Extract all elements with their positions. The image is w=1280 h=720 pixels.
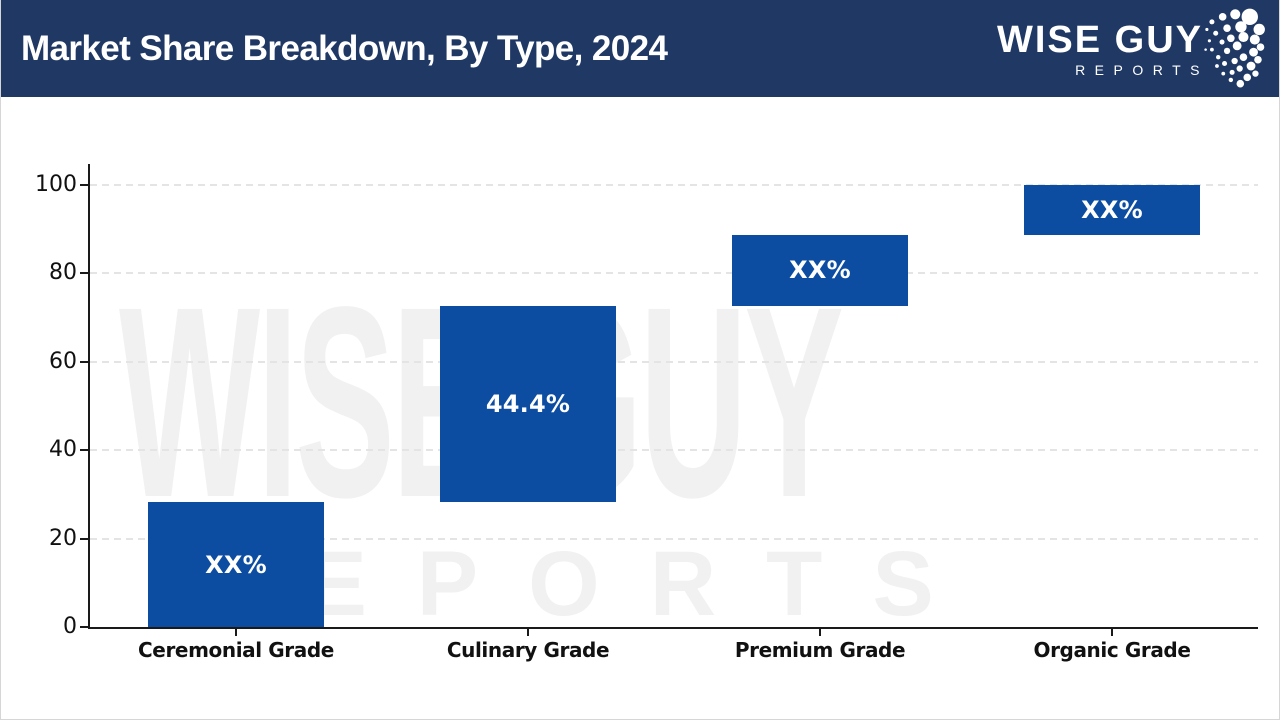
gridline-80 [90,272,1258,274]
x-axis-category-label-premium-grade: Premium Grade [734,638,906,662]
y-tick-80 [80,272,88,274]
bar-premium-grade: XX% [732,234,908,306]
y-tick-label-0: 0 [63,614,77,639]
brand-logo-text: WISE GUY REPORTS [997,21,1203,77]
brand-logo: WISE GUY REPORTS [997,8,1269,90]
gridline-40 [90,449,1258,451]
y-tick-20 [80,537,88,540]
page-title: Market Share Breakdown, By Type, 2024 [21,28,668,68]
bar-culinary-grade: 44.4% [440,305,616,503]
y-tick-60 [80,360,88,363]
y-tick-label-100: 100 [35,171,77,197]
bar-value-label-ceremonial-grade: XX% [205,550,267,579]
logo-wordmark: WISE GUY [996,18,1203,61]
bar-ceremonial-grade: XX% [148,502,324,627]
gridline-100 [90,183,1258,186]
bar-organic-grade: XX% [1024,184,1200,235]
y-tick-40 [80,449,88,451]
x-tick-premium-grade [819,629,821,636]
logo-subtext: REPORTS [1075,61,1209,78]
x-tick-culinary-grade [527,629,529,636]
x-axis-category-label-ceremonial-grade: Ceremonial Grade [138,638,334,662]
logo-dot-head-icon [1204,8,1265,87]
gridline-20 [90,537,1258,540]
x-tick-organic-grade [1111,629,1113,636]
y-tick-label-60: 60 [49,348,77,374]
bar-value-label-premium-grade: XX% [789,256,851,285]
x-axis [88,627,1258,629]
y-tick-0 [80,626,88,628]
bar-value-label-culinary-grade: 44.4% [485,389,571,418]
y-tick-label-20: 20 [49,525,77,551]
header: Market Share Breakdown, By Type, 2024 WI… [1,0,1279,97]
bar-value-label-organic-grade: XX% [1081,195,1143,224]
gridline-60 [90,360,1258,363]
y-axis [88,164,90,629]
x-axis-category-label-culinary-grade: Culinary Grade [446,638,610,662]
x-tick-ceremonial-grade [235,629,237,636]
y-tick-100 [80,183,88,186]
y-tick-label-80: 80 [49,260,77,285]
x-axis-category-label-organic-grade: Organic Grade [1033,638,1191,662]
y-tick-label-40: 40 [49,437,77,462]
